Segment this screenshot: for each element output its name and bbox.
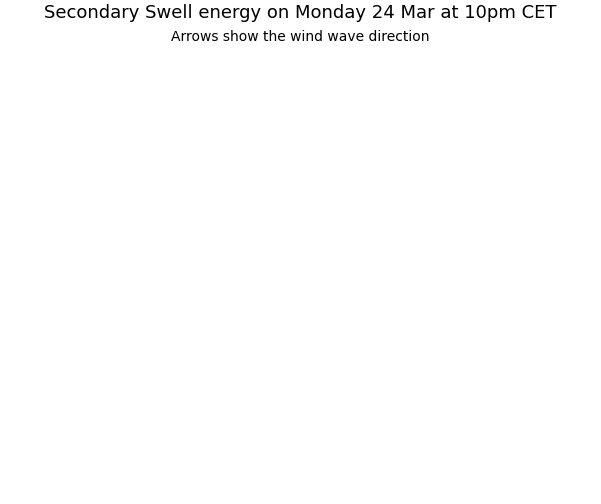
Text: Map requires cartopy: Map requires cartopy	[227, 269, 374, 283]
Text: Arrows show the wind wave direction: Arrows show the wind wave direction	[171, 30, 430, 44]
Text: Secondary Swell energy on Monday 24 Mar at 10pm CET: Secondary Swell energy on Monday 24 Mar …	[44, 5, 557, 22]
